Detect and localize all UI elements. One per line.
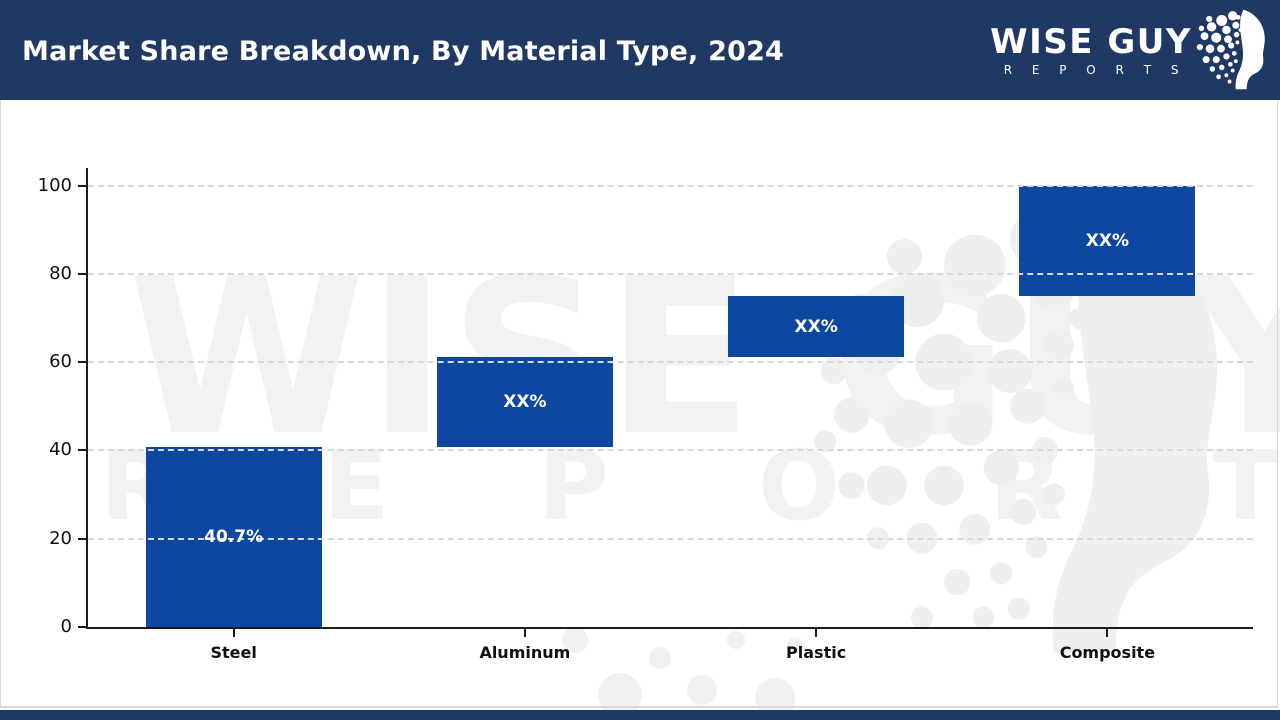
y-axis-line (86, 168, 88, 629)
y-tick-label: 20 (49, 527, 72, 549)
bar-value-label: XX% (1085, 231, 1129, 252)
x-tick-mark (1106, 629, 1109, 637)
wiseguy-logo-text: WISE GUY R E P O R T S (990, 25, 1192, 77)
x-tick-mark (523, 629, 526, 637)
x-axis-line (86, 627, 1253, 629)
wiseguy-logo-name: WISE GUY (990, 22, 1192, 62)
y-tick-label: 100 (37, 174, 72, 196)
y-tick-mark (78, 449, 86, 452)
bar-steel (145, 447, 322, 627)
waterfall-chart-plot-area: 40.7% Steel XX% Aluminum XX% Plastic XX% Compos… (38, 168, 1253, 662)
footer-bar (0, 710, 1280, 720)
y-tick-mark (78, 626, 86, 628)
y-tick-mark (78, 272, 86, 275)
y-tick-mark (78, 537, 86, 540)
x-category-label: Steel (210, 643, 257, 662)
header-bar: Market Share Breakdown, By Material Type… (0, 0, 1280, 100)
gridline (88, 449, 1253, 452)
y-tick-label: 0 (60, 616, 72, 638)
gridline (88, 184, 1253, 187)
wiseguy-logo: WISE GUY R E P O R T S (990, 8, 1268, 94)
y-tick-label: 60 (49, 351, 72, 373)
wiseguy-logo-reports: R E P O R T S (1003, 63, 1187, 77)
bar-value-label: XX% (794, 316, 838, 337)
x-category-label: Composite (1059, 643, 1156, 662)
gridline (88, 272, 1253, 275)
bar-value-label: 40.7% (204, 527, 264, 548)
y-tick-label: 40 (49, 439, 72, 461)
bar-value-label: XX% (503, 392, 547, 413)
x-category-label: Aluminum (479, 643, 571, 662)
y-tick-label: 80 (49, 263, 72, 285)
gridline (88, 537, 1253, 540)
x-category-label: Plastic (786, 643, 847, 662)
x-tick-mark (232, 629, 235, 637)
x-tick-mark (815, 629, 818, 637)
bar-aluminum (436, 357, 613, 448)
gridline (88, 361, 1253, 364)
y-tick-mark (78, 361, 86, 364)
y-tick-mark (78, 184, 86, 187)
page-title: Market Share Breakdown, By Material Type… (22, 36, 785, 67)
wiseguy-face-icon (1196, 9, 1265, 90)
